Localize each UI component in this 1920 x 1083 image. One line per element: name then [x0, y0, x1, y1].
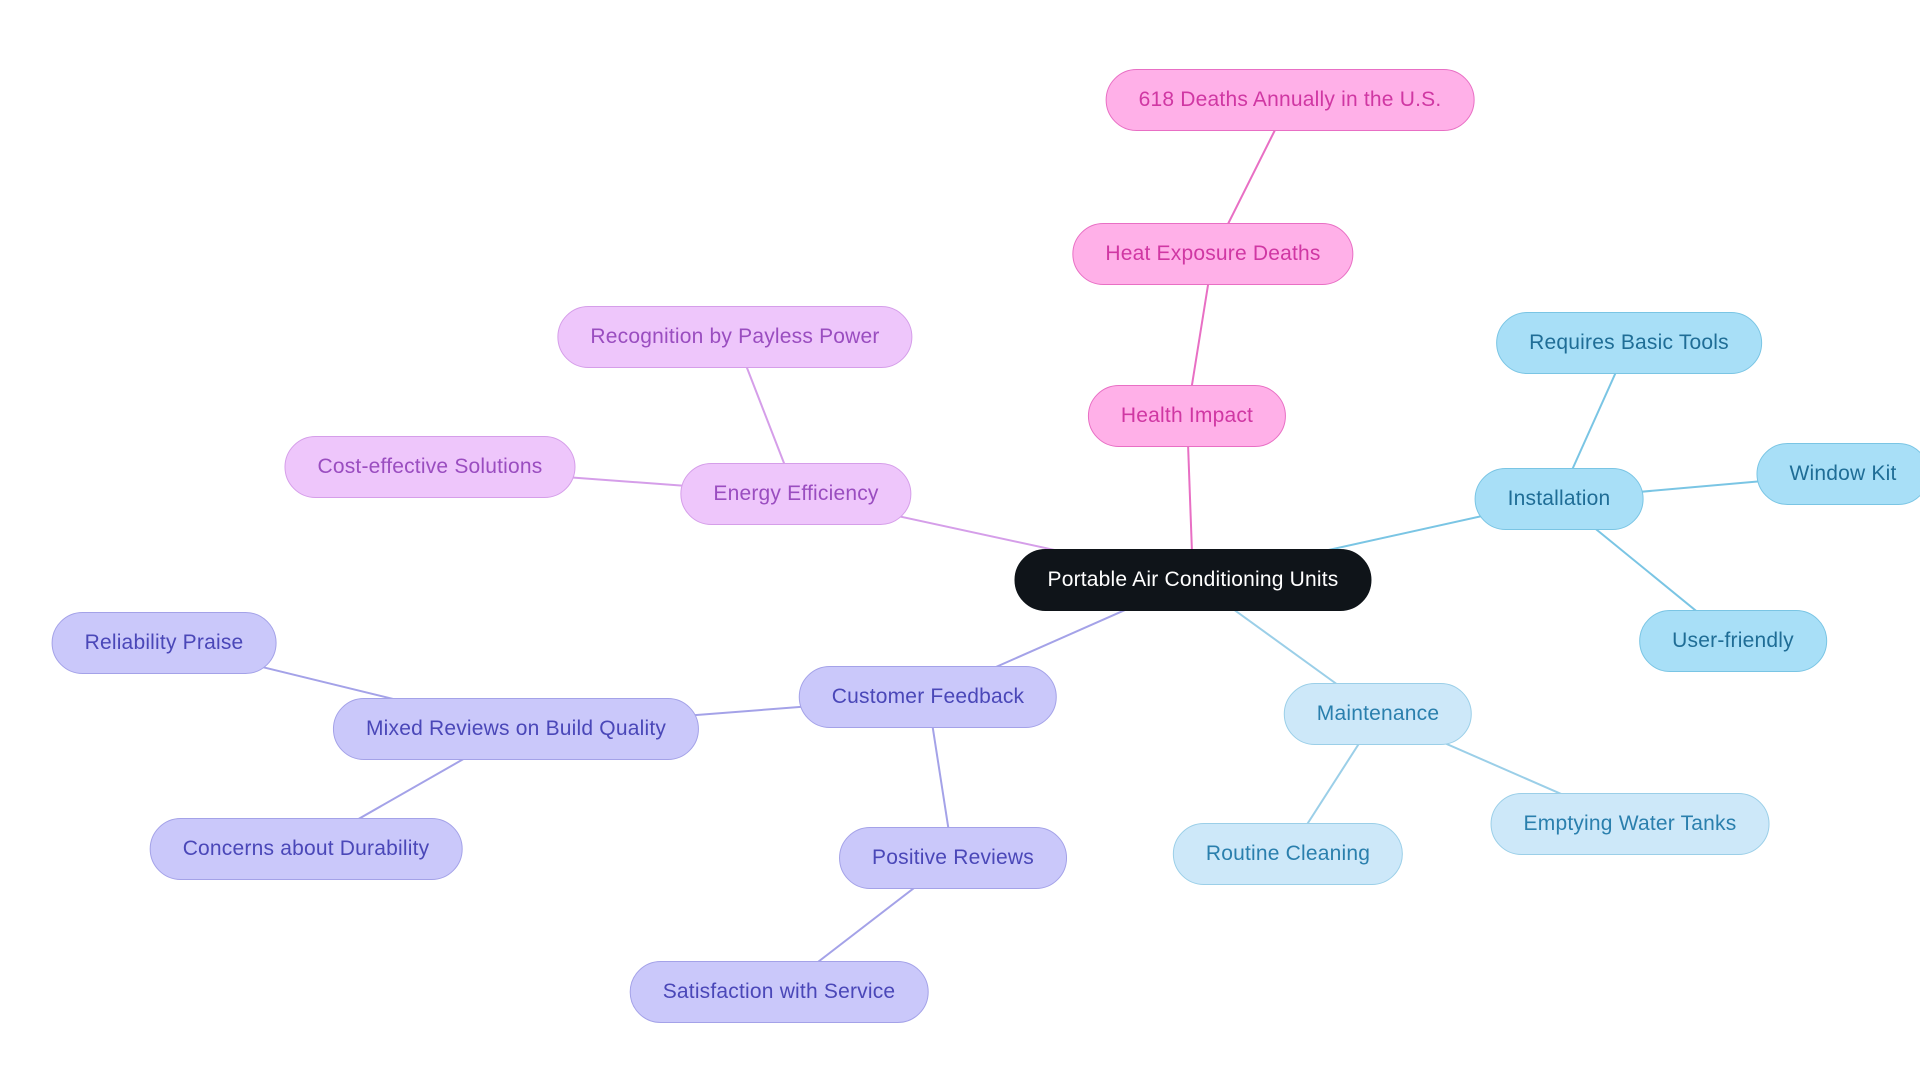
- node-label: Customer Feedback: [832, 685, 1024, 708]
- node-label: Mixed Reviews on Build Quality: [366, 717, 666, 740]
- node-health: Health Impact: [1088, 385, 1286, 447]
- node-window_kit: Window Kit: [1756, 443, 1920, 505]
- node-installation: Installation: [1475, 468, 1644, 530]
- node-feedback: Customer Feedback: [799, 666, 1057, 728]
- node-label: User-friendly: [1672, 629, 1794, 652]
- node-mixed: Mixed Reviews on Build Quality: [333, 698, 699, 760]
- node-deaths_count: 618 Deaths Annually in the U.S.: [1106, 69, 1475, 131]
- node-label: Satisfaction with Service: [663, 980, 896, 1003]
- node-water_tanks: Emptying Water Tanks: [1491, 793, 1770, 855]
- node-basic_tools: Requires Basic Tools: [1496, 312, 1762, 374]
- node-label: Installation: [1508, 487, 1611, 510]
- node-reliability: Reliability Praise: [52, 612, 277, 674]
- node-satisfaction: Satisfaction with Service: [630, 961, 929, 1023]
- node-label: Positive Reviews: [872, 846, 1034, 869]
- node-label: Concerns about Durability: [183, 837, 430, 860]
- node-label: Cost-effective Solutions: [317, 455, 542, 478]
- node-cleaning: Routine Cleaning: [1173, 823, 1403, 885]
- node-label: Maintenance: [1317, 702, 1439, 725]
- node-durability: Concerns about Durability: [150, 818, 463, 880]
- node-recognition: Recognition by Payless Power: [557, 306, 912, 368]
- edges-layer: [0, 0, 1920, 1083]
- node-label: 618 Deaths Annually in the U.S.: [1139, 88, 1442, 111]
- node-label: Emptying Water Tanks: [1524, 812, 1737, 835]
- node-label: Window Kit: [1789, 462, 1896, 485]
- node-energy: Energy Efficiency: [680, 463, 911, 525]
- node-label: Health Impact: [1121, 404, 1253, 427]
- node-label: Reliability Praise: [85, 631, 244, 654]
- node-label: Routine Cleaning: [1206, 842, 1370, 865]
- node-label: Portable Air Conditioning Units: [1047, 568, 1338, 591]
- node-label: Recognition by Payless Power: [590, 325, 879, 348]
- node-maintenance: Maintenance: [1284, 683, 1472, 745]
- node-root: Portable Air Conditioning Units: [1014, 549, 1371, 611]
- node-heat_deaths: Heat Exposure Deaths: [1072, 223, 1353, 285]
- node-label: Energy Efficiency: [713, 482, 878, 505]
- node-label: Heat Exposure Deaths: [1105, 242, 1320, 265]
- node-positive: Positive Reviews: [839, 827, 1067, 889]
- node-cost_eff: Cost-effective Solutions: [284, 436, 575, 498]
- node-user_friendly: User-friendly: [1639, 610, 1827, 672]
- node-label: Requires Basic Tools: [1529, 331, 1729, 354]
